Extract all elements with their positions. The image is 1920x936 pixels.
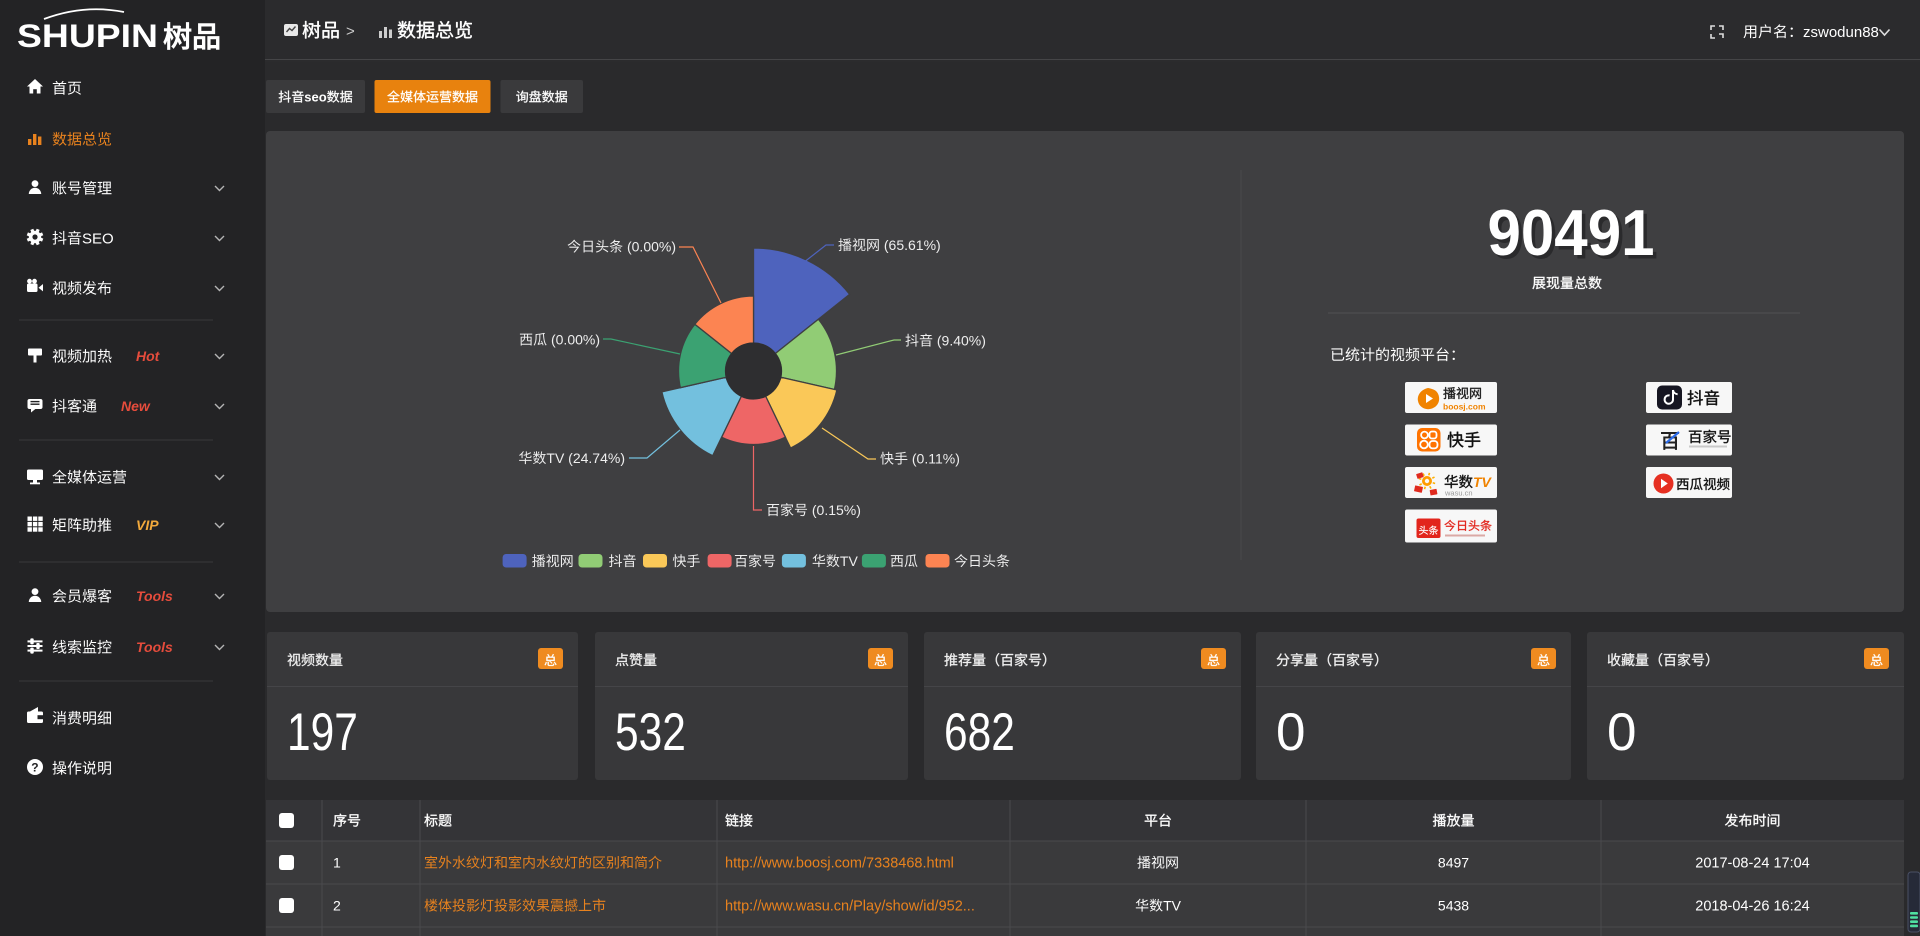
svg-text:2018-04-26 16:24: 2018-04-26 16:24: [1695, 899, 1810, 915]
svg-text:90491: 90491: [1491, 200, 1658, 273]
svg-text:(0.11%): (0.11%): [908, 451, 960, 467]
svg-text:(0.15%): (0.15%): [808, 502, 861, 518]
svg-text:?: ?: [31, 761, 38, 775]
svg-text:>: >: [346, 23, 355, 40]
svg-text:VIP: VIP: [136, 517, 159, 533]
svg-text:Hot: Hot: [136, 348, 161, 364]
svg-text:0: 0: [1276, 703, 1305, 762]
svg-text:zswodun88: zswodun88: [1803, 24, 1879, 41]
svg-text:TV: TV: [1163, 898, 1182, 914]
svg-text:SEO: SEO: [82, 231, 114, 248]
svg-text:682: 682: [944, 703, 1015, 762]
svg-text:wasu.cn: wasu.cn: [1444, 489, 1473, 498]
svg-text:Tools: Tools: [136, 639, 173, 655]
svg-text:1: 1: [333, 855, 341, 871]
svg-text:(0.00%): (0.00%): [623, 239, 676, 255]
svg-text:TV: TV: [1473, 474, 1493, 490]
svg-text:197: 197: [287, 703, 358, 762]
svg-text:532: 532: [615, 703, 686, 762]
svg-text:(0.00%): (0.00%): [547, 332, 600, 348]
svg-text:TV: TV: [840, 553, 859, 569]
svg-text:2017-08-24 17:04: 2017-08-24 17:04: [1695, 856, 1810, 872]
svg-text:seo: seo: [304, 90, 326, 105]
svg-text:2: 2: [333, 898, 341, 914]
svg-text:boosj.com: boosj.com: [1443, 402, 1486, 412]
svg-text:New: New: [121, 398, 151, 414]
svg-text:(9.40%): (9.40%): [933, 333, 986, 349]
svg-text:5438: 5438: [1438, 898, 1469, 914]
svg-text:TV (24.74%): TV (24.74%): [546, 450, 625, 466]
svg-text:http://www.wasu.cn/Play/show/i: http://www.wasu.cn/Play/show/id/952...: [725, 899, 975, 915]
svg-text:SHUPIN: SHUPIN: [17, 18, 158, 54]
svg-text:0: 0: [1607, 703, 1636, 762]
svg-text:8497: 8497: [1438, 855, 1469, 871]
svg-text:(65.61%): (65.61%): [880, 237, 941, 253]
svg-text:Tools: Tools: [136, 588, 173, 604]
svg-text:http://www.boosj.com/7338468.h: http://www.boosj.com/7338468.html: [725, 856, 954, 872]
svg-text:90491: 90491: [1488, 196, 1655, 269]
